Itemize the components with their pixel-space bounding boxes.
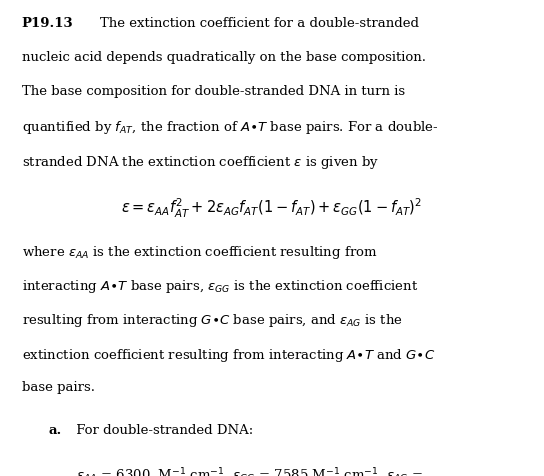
- Text: For double-stranded DNA:: For double-stranded DNA:: [72, 424, 254, 436]
- Text: where $\varepsilon_{AA}$ is the extinction coefficient resulting from: where $\varepsilon_{AA}$ is the extincti…: [22, 244, 378, 261]
- Text: The base composition for double-stranded DNA in turn is: The base composition for double-stranded…: [22, 85, 405, 98]
- Text: a.: a.: [49, 424, 62, 436]
- Text: $\varepsilon = \varepsilon_{AA}f_{AT}^{2} + 2\varepsilon_{AG}f_{AT}(1 - f_{AT}) : $\varepsilon = \varepsilon_{AA}f_{AT}^{2…: [121, 197, 423, 220]
- Text: quantified by $f_{AT}$, the fraction of $A{\bullet}T$ base pairs. For a double-: quantified by $f_{AT}$, the fraction of …: [22, 119, 438, 137]
- Text: interacting $A{\bullet}T$ base pairs, $\varepsilon_{GG}$ is the extinction coeff: interacting $A{\bullet}T$ base pairs, $\…: [22, 278, 418, 295]
- Text: The extinction coefficient for a double-stranded: The extinction coefficient for a double-…: [83, 17, 419, 30]
- Text: P19.13: P19.13: [22, 17, 73, 30]
- Text: base pairs.: base pairs.: [22, 381, 95, 394]
- Text: stranded DNA the extinction coefficient $\varepsilon$ is given by: stranded DNA the extinction coefficient …: [22, 154, 379, 171]
- Text: extinction coefficient resulting from interacting $A{\bullet}T$ and $G{\bullet}C: extinction coefficient resulting from in…: [22, 347, 435, 364]
- Text: $\varepsilon_{AA}$ = 6300. M$^{-1}$ cm$^{-1}$, $\varepsilon_{GG}$ = 7585 M$^{-1}: $\varepsilon_{AA}$ = 6300. M$^{-1}$ cm$^…: [76, 466, 423, 476]
- Text: resulting from interacting $G{\bullet}C$ base pairs, and $\varepsilon_{AG}$ is t: resulting from interacting $G{\bullet}C$…: [22, 312, 403, 329]
- Text: nucleic acid depends quadratically on the base composition.: nucleic acid depends quadratically on th…: [22, 51, 426, 64]
